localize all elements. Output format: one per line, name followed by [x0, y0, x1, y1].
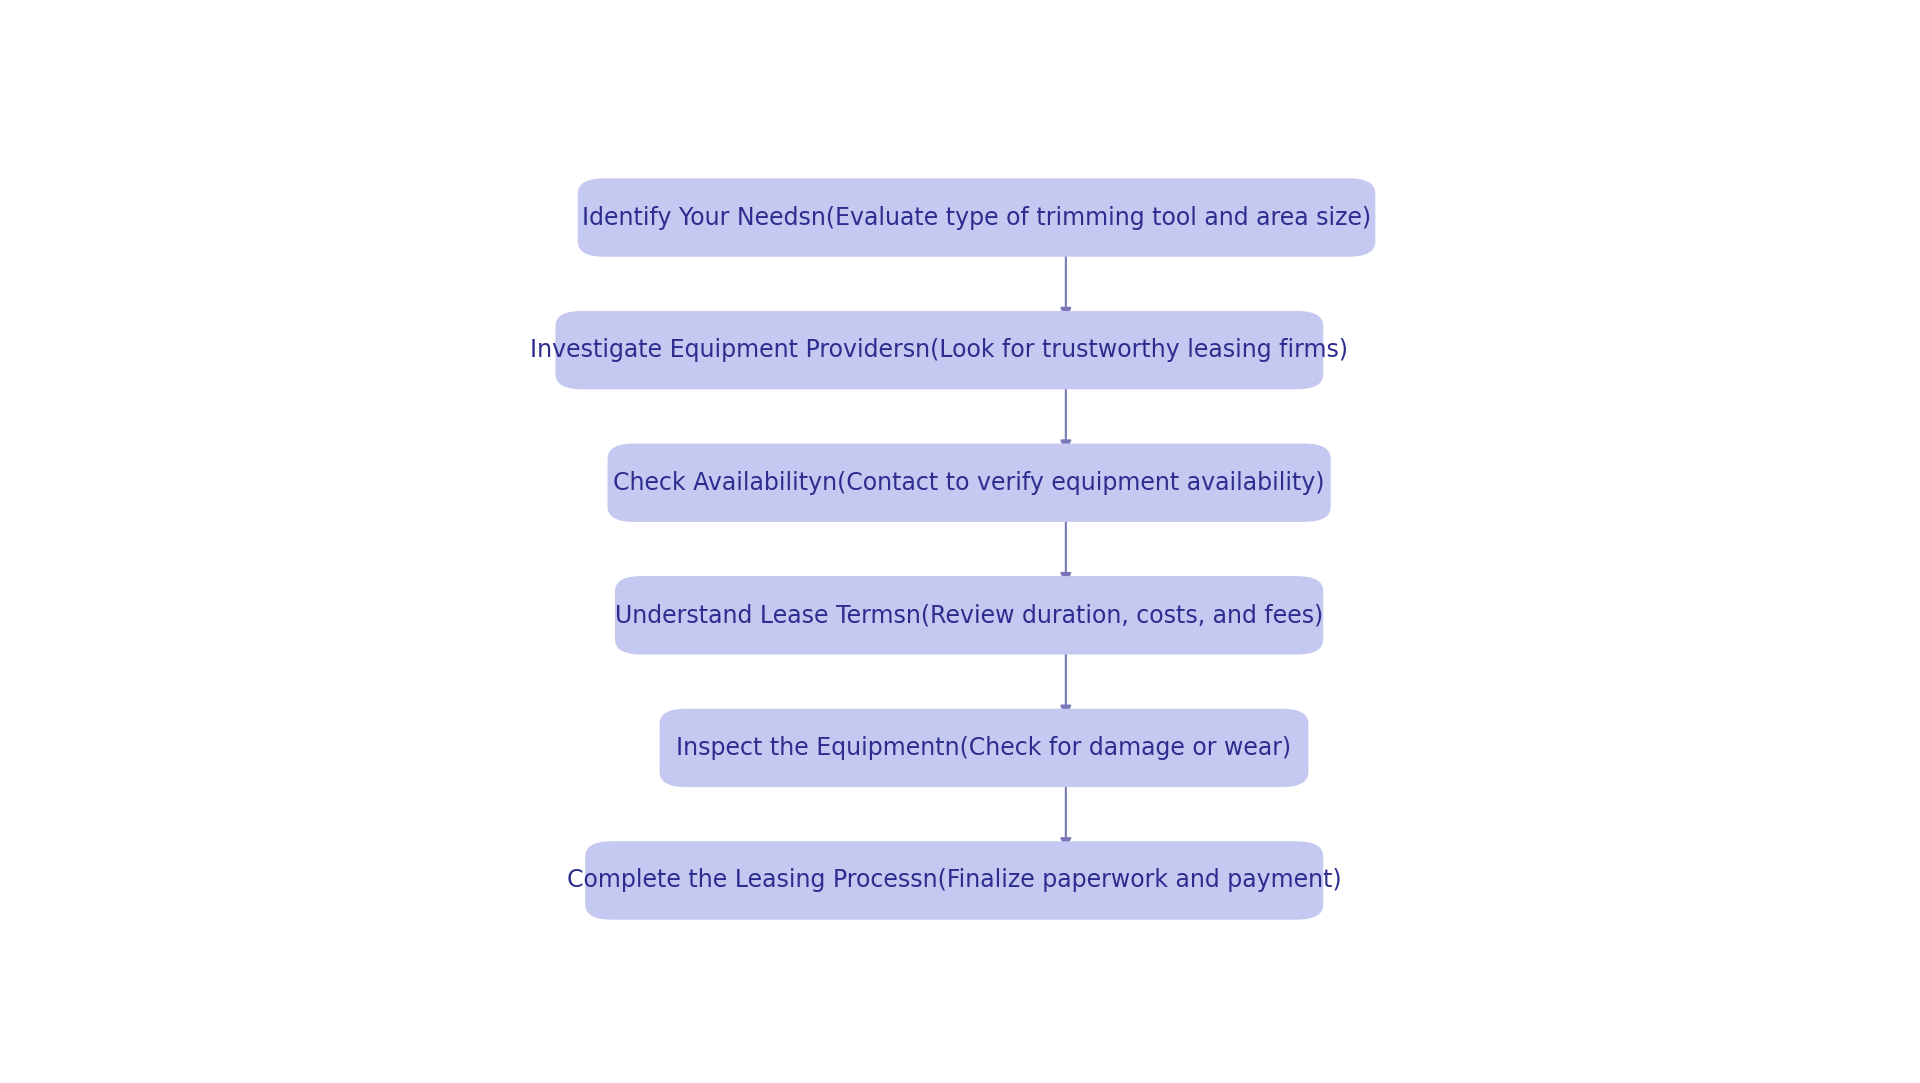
- Text: Check Availabilityn(Contact to verify equipment availability): Check Availabilityn(Contact to verify eq…: [612, 471, 1325, 495]
- Text: Identify Your Needsn(Evaluate type of trimming tool and area size): Identify Your Needsn(Evaluate type of tr…: [582, 206, 1371, 230]
- FancyBboxPatch shape: [607, 444, 1331, 522]
- Text: Complete the Leasing Processn(Finalize paperwork and payment): Complete the Leasing Processn(Finalize p…: [566, 869, 1342, 892]
- FancyBboxPatch shape: [614, 576, 1323, 654]
- Text: Inspect the Equipmentn(Check for damage or wear): Inspect the Equipmentn(Check for damage …: [676, 735, 1292, 760]
- FancyBboxPatch shape: [555, 311, 1323, 389]
- Text: Understand Lease Termsn(Review duration, costs, and fees): Understand Lease Termsn(Review duration,…: [614, 603, 1323, 627]
- Text: Investigate Equipment Providersn(Look for trustworthy leasing firms): Investigate Equipment Providersn(Look fo…: [530, 338, 1348, 362]
- FancyBboxPatch shape: [578, 179, 1375, 257]
- FancyBboxPatch shape: [586, 841, 1323, 919]
- FancyBboxPatch shape: [660, 708, 1308, 787]
